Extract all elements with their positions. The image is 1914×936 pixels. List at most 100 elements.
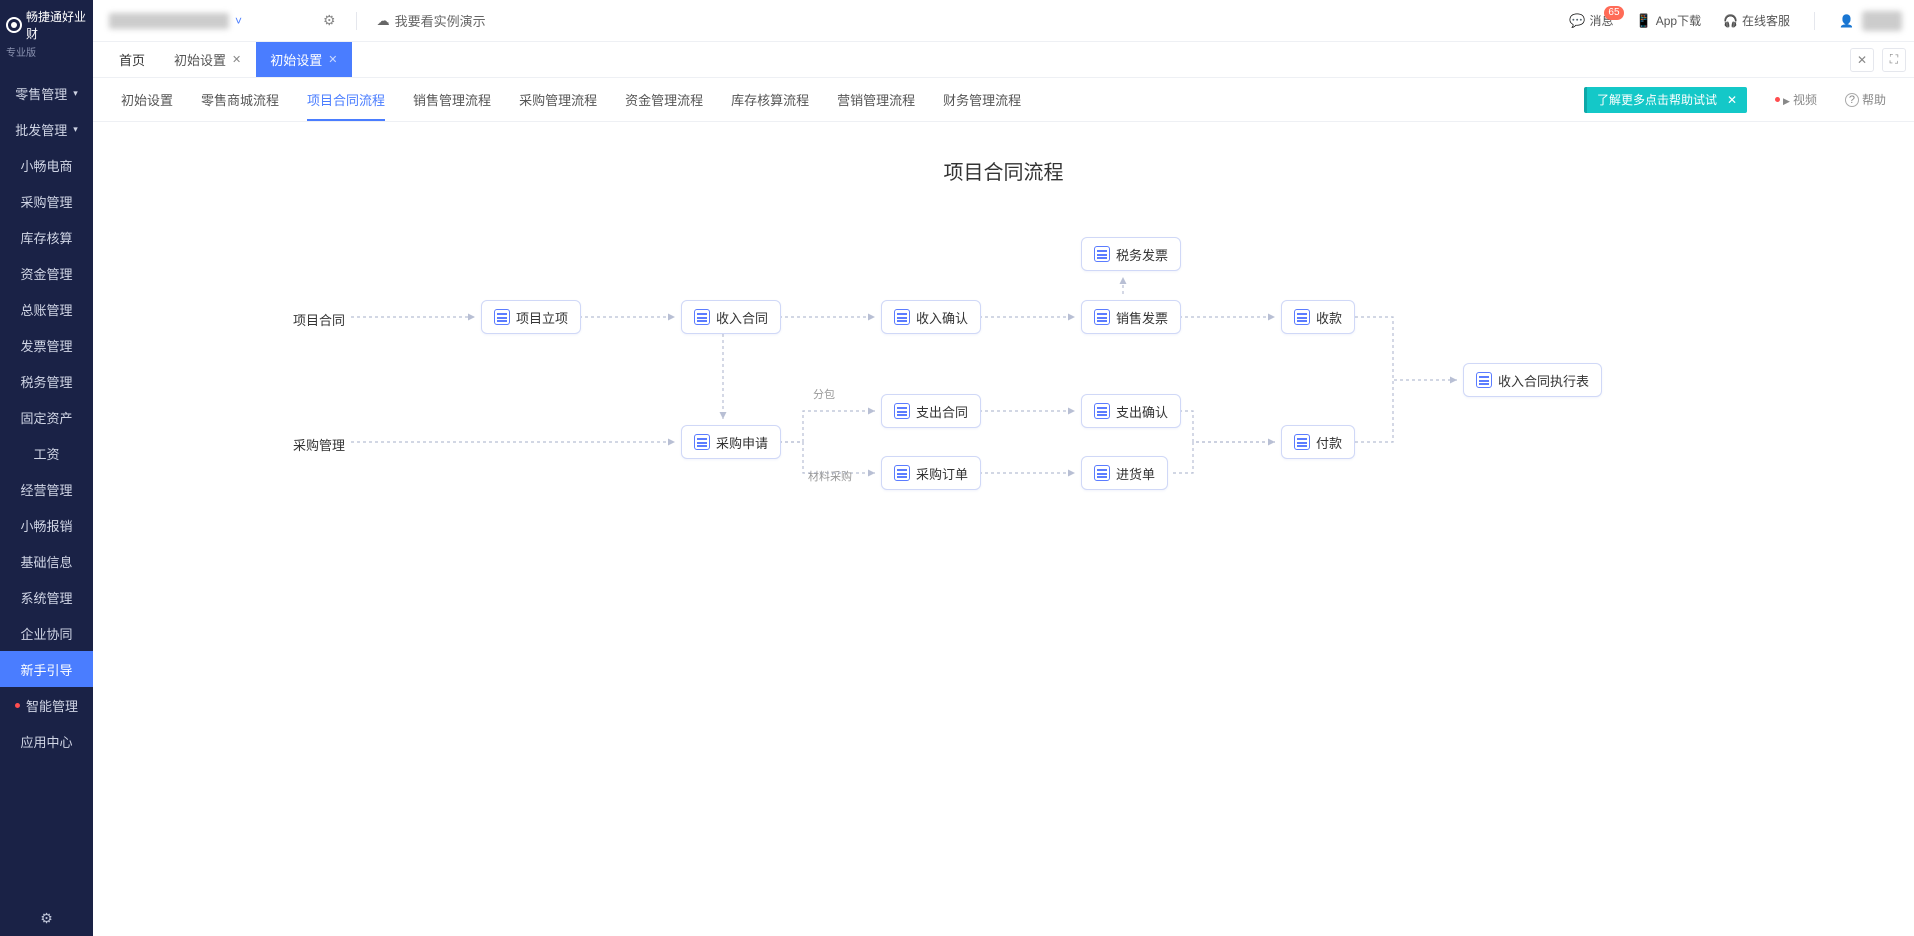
sidebar-settings[interactable] xyxy=(0,900,93,936)
node-n-po[interactable]: 采购订单 xyxy=(881,456,981,490)
doc-icon xyxy=(1094,403,1110,419)
subnav: 初始设置零售商城流程项目合同流程销售管理流程采购管理流程资金管理流程库存核算流程… xyxy=(93,78,1914,122)
subnav-item-3[interactable]: 销售管理流程 xyxy=(413,78,491,121)
sidebar-item-9[interactable]: 固定资产 xyxy=(0,399,93,435)
phone-icon xyxy=(1636,13,1652,29)
tab-close[interactable]: ✕ xyxy=(328,53,337,66)
service-label: 在线客服 xyxy=(1742,12,1790,29)
node-label: 付款 xyxy=(1316,433,1342,452)
sidebar-item-label: 智能管理 xyxy=(26,696,78,715)
doc-icon xyxy=(694,434,710,450)
download-button[interactable]: App下载 xyxy=(1632,12,1706,29)
node-n-lixiang[interactable]: 项目立项 xyxy=(481,300,581,334)
doc-icon xyxy=(1476,372,1492,388)
sidebar-item-15[interactable]: 企业协同 xyxy=(0,615,93,651)
sidebar-item-7[interactable]: 发票管理 xyxy=(0,327,93,363)
node-n-income[interactable]: 收入合同 xyxy=(681,300,781,334)
node-n-apply[interactable]: 采购申请 xyxy=(681,425,781,459)
tab-label: 首页 xyxy=(119,50,145,69)
help-banner[interactable]: 了解更多点击帮助试试 ✕ xyxy=(1584,87,1747,113)
sidebar-item-label: 资金管理 xyxy=(20,264,72,283)
company-switcher[interactable] xyxy=(109,13,309,29)
subnav-item-6[interactable]: 库存核算流程 xyxy=(731,78,809,121)
help-link[interactable]: 帮助 xyxy=(1845,91,1886,108)
node-n-expcon[interactable]: 支出合同 xyxy=(881,394,981,428)
tab-label: 初始设置 xyxy=(270,50,322,69)
logo-area: 畅捷通好业财 专业版 xyxy=(0,0,93,63)
node-label: 采购订单 xyxy=(916,464,968,483)
sidebar-item-8[interactable]: 税务管理 xyxy=(0,363,93,399)
service-button[interactable]: 在线客服 xyxy=(1719,12,1794,29)
settings-icon[interactable] xyxy=(323,12,336,29)
node-n-receipt[interactable]: 收款 xyxy=(1281,300,1355,334)
sidebar-item-label: 采购管理 xyxy=(20,192,72,211)
sidebar: 畅捷通好业财 专业版 零售管理▾批发管理▾小畅电商采购管理库存核算资金管理总账管… xyxy=(0,0,93,936)
video-link[interactable]: 视频 xyxy=(1775,91,1817,108)
flowchart-canvas: 项目合同流程 项目合同采购管理项目立项收入合同收入确认销售发票税务发票收款收入合… xyxy=(93,122,1914,936)
node-n-pay[interactable]: 付款 xyxy=(1281,425,1355,459)
node-n-grn[interactable]: 进货单 xyxy=(1081,456,1168,490)
sidebar-item-0[interactable]: 零售管理▾ xyxy=(0,75,93,111)
sidebar-item-13[interactable]: 基础信息 xyxy=(0,543,93,579)
node-label: 支出确认 xyxy=(1116,402,1168,421)
subnav-item-7[interactable]: 营销管理流程 xyxy=(837,78,915,121)
sidebar-item-label: 零售管理 xyxy=(15,84,67,103)
node-label: 收款 xyxy=(1316,308,1342,327)
sidebar-item-18[interactable]: 应用中心 xyxy=(0,723,93,759)
node-label: 支出合同 xyxy=(916,402,968,421)
node-n-execrpt[interactable]: 收入合同执行表 xyxy=(1463,363,1602,397)
edge-label: 材料采购 xyxy=(808,468,852,484)
logo-icon xyxy=(6,17,22,33)
tab-label: 初始设置 xyxy=(174,50,226,69)
sidebar-item-5[interactable]: 资金管理 xyxy=(0,255,93,291)
page-tab-1[interactable]: 初始设置 ✕ xyxy=(160,42,256,77)
node-label: 收入合同执行表 xyxy=(1498,371,1589,390)
sidebar-item-1[interactable]: 批发管理▾ xyxy=(0,111,93,147)
download-label: App下载 xyxy=(1656,12,1701,29)
subnav-item-2[interactable]: 项目合同流程 xyxy=(307,78,385,121)
fullscreen-button[interactable] xyxy=(1882,48,1906,72)
sidebar-item-4[interactable]: 库存核算 xyxy=(0,219,93,255)
subnav-item-5[interactable]: 资金管理流程 xyxy=(625,78,703,121)
sidebar-item-16[interactable]: 新手引导 xyxy=(0,651,93,687)
demo-link[interactable]: 我要看实例演示 xyxy=(377,11,486,30)
sidebar-item-12[interactable]: 小畅报销 xyxy=(0,507,93,543)
sidebar-item-17[interactable]: 智能管理 xyxy=(0,687,93,723)
subnav-item-8[interactable]: 财务管理流程 xyxy=(943,78,1021,121)
node-n-salesinv[interactable]: 销售发票 xyxy=(1081,300,1181,334)
sidebar-item-label: 新手引导 xyxy=(20,660,72,679)
help-banner-text: 了解更多点击帮助试试 xyxy=(1597,91,1717,108)
doc-icon xyxy=(894,465,910,481)
sidebar-item-10[interactable]: 工资 xyxy=(0,435,93,471)
close-all-tabs[interactable] xyxy=(1850,48,1874,72)
tab-close[interactable]: ✕ xyxy=(232,53,241,66)
page-tab-2[interactable]: 初始设置 ✕ xyxy=(256,42,352,77)
messages-button[interactable]: 消息 65 xyxy=(1565,12,1617,29)
subnav-item-4[interactable]: 采购管理流程 xyxy=(519,78,597,121)
node-n-expok[interactable]: 支出确认 xyxy=(1081,394,1181,428)
subnav-item-0[interactable]: 初始设置 xyxy=(121,78,173,121)
sidebar-item-label: 工资 xyxy=(33,444,59,463)
doc-icon xyxy=(1094,246,1110,262)
user-icon xyxy=(1839,14,1854,28)
sidebar-item-label: 批发管理 xyxy=(15,120,67,139)
lbl-purch: 采购管理 xyxy=(293,435,345,454)
node-n-confirm[interactable]: 收入确认 xyxy=(881,300,981,334)
sidebar-item-6[interactable]: 总账管理 xyxy=(0,291,93,327)
video-label: 视频 xyxy=(1793,91,1817,108)
sidebar-item-2[interactable]: 小畅电商 xyxy=(0,147,93,183)
sidebar-item-label: 小畅报销 xyxy=(20,516,72,535)
gear-icon xyxy=(40,910,53,927)
user-menu[interactable] xyxy=(1835,11,1906,31)
subnav-item-1[interactable]: 零售商城流程 xyxy=(201,78,279,121)
node-n-taxinv[interactable]: 税务发票 xyxy=(1081,237,1181,271)
sidebar-item-3[interactable]: 采购管理 xyxy=(0,183,93,219)
page-tab-0[interactable]: 首页 xyxy=(105,42,160,77)
sidebar-item-11[interactable]: 经营管理 xyxy=(0,471,93,507)
sidebar-item-14[interactable]: 系统管理 xyxy=(0,579,93,615)
help-banner-close[interactable]: ✕ xyxy=(1727,93,1737,107)
node-label: 税务发票 xyxy=(1116,245,1168,264)
node-label: 进货单 xyxy=(1116,464,1155,483)
dot-icon xyxy=(15,703,20,708)
sidebar-item-label: 企业协同 xyxy=(20,624,72,643)
